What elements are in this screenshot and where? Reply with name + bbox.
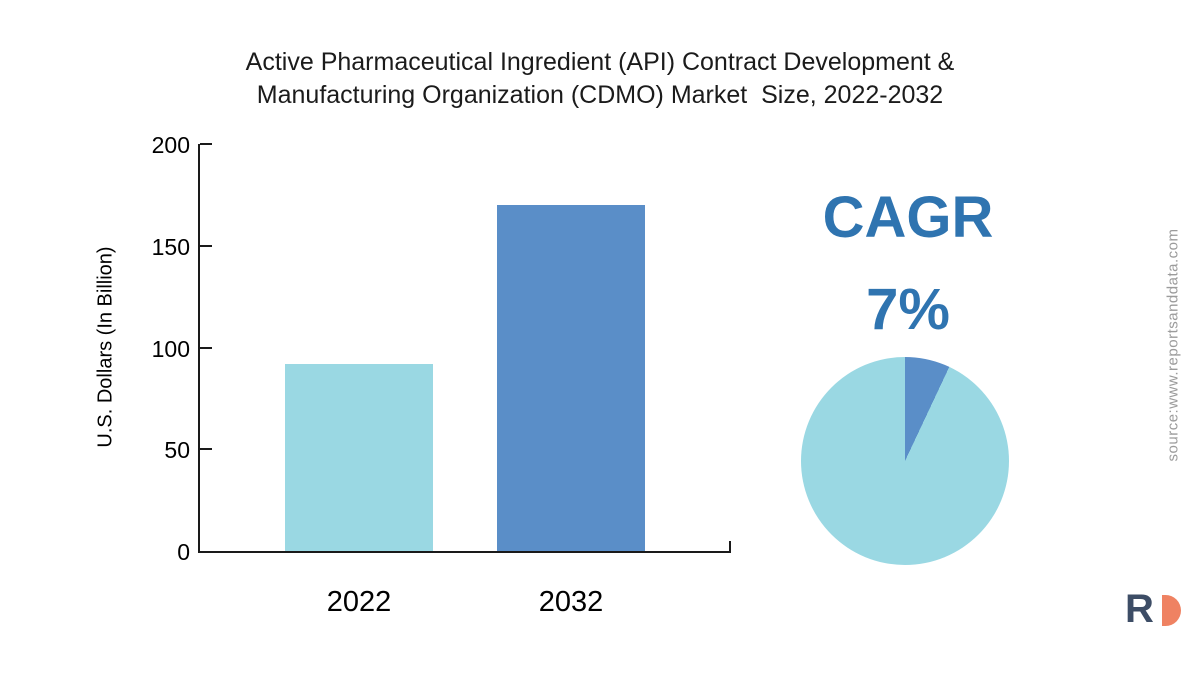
y-tick-label: 100	[151, 335, 190, 362]
logo-d-shape	[1162, 595, 1181, 626]
y-tick-label: 150	[151, 233, 190, 260]
y-tick-mark	[200, 448, 212, 451]
y-axis-line	[198, 144, 200, 553]
x-axis-line	[198, 551, 731, 553]
y-tick-label: 50	[164, 437, 190, 464]
cagr-label: CAGR	[822, 185, 994, 250]
bar-2022	[285, 364, 433, 551]
logo-letter-r: R	[1125, 587, 1154, 631]
source-note: source:www.reportsanddata.com	[1164, 228, 1182, 462]
y-tick-mark	[200, 244, 212, 247]
cagr-value: 7%	[866, 277, 950, 342]
x-axis-end-tick	[729, 541, 731, 552]
chart-title-line2: Manufacturing Organization (CDMO) Market…	[256, 81, 944, 109]
x-label-2022: 2022	[326, 586, 392, 618]
chart-title: Active Pharmaceutical Ingredient (API) C…	[0, 46, 1200, 112]
bar-2032	[497, 205, 645, 551]
y-tick-label: 200	[151, 132, 190, 158]
y-tick-mark	[200, 346, 212, 349]
reportsanddata-logo: R	[1125, 587, 1185, 631]
chart-title-line1: Active Pharmaceutical Ingredient (API) C…	[245, 48, 955, 76]
pie-chart	[801, 357, 1009, 565]
y-tick-label: 0	[177, 539, 190, 565]
y-tick-mark	[200, 143, 212, 145]
cagr-block: CAGR 7%	[798, 172, 1018, 356]
x-label-2032: 2032	[538, 586, 604, 618]
